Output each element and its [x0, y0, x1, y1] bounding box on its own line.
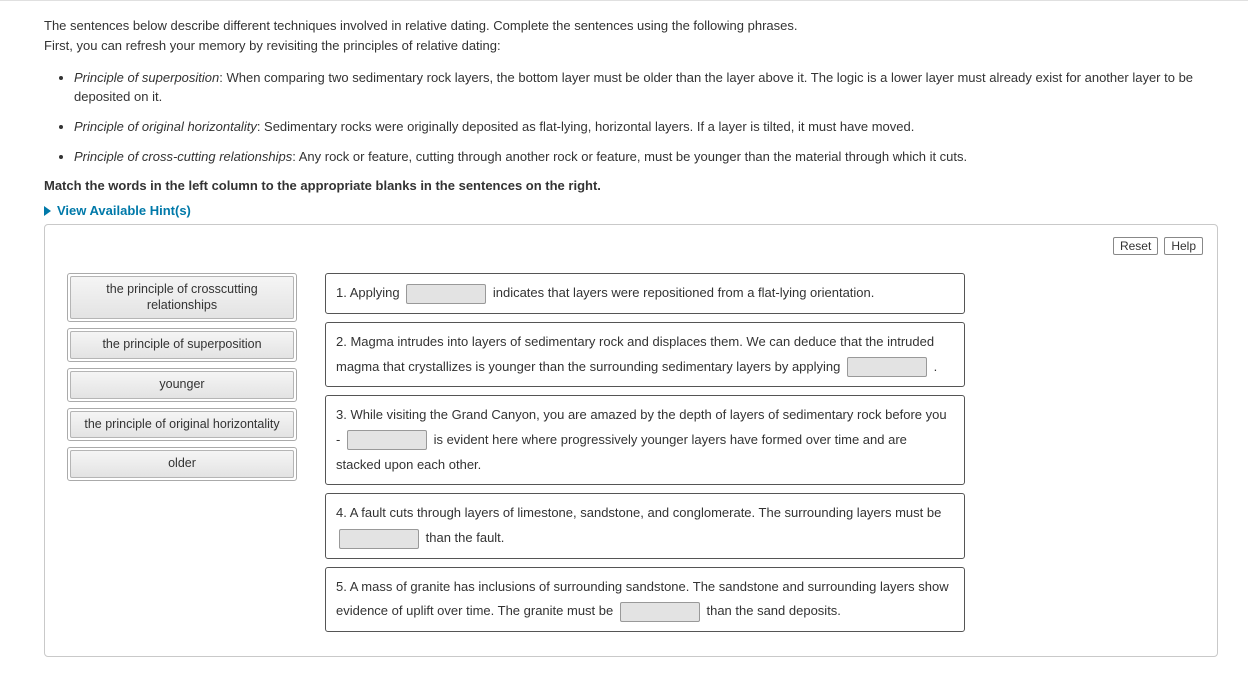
word-frame: the principle of crosscutting relationsh… — [67, 273, 297, 322]
word-chip-younger[interactable]: younger — [70, 371, 294, 399]
principles-list: Principle of superposition: When compari… — [44, 69, 1218, 166]
caret-right-icon — [44, 206, 51, 216]
principle-item: Principle of cross-cutting relationships… — [74, 148, 1218, 166]
work-area: Reset Help the principle of crosscutting… — [44, 224, 1218, 657]
principle-desc: : When comparing two sedimentary rock la… — [74, 70, 1193, 103]
intro-text: The sentences below describe different t… — [44, 17, 1218, 55]
page: The sentences below describe different t… — [0, 0, 1248, 687]
sentence-1: 1. Applying indicates that layers were r… — [325, 273, 965, 314]
sentences: 1. Applying indicates that layers were r… — [325, 273, 965, 632]
principle-name: Principle of superposition — [74, 70, 219, 85]
principle-desc: : Any rock or feature, cutting through a… — [292, 149, 967, 164]
word-bank: the principle of crosscutting relationsh… — [67, 273, 297, 481]
intro-line-2: First, you can refresh your memory by re… — [44, 37, 1218, 55]
word-frame: older — [67, 447, 297, 481]
word-chip-superposition[interactable]: the principle of superposition — [70, 331, 294, 359]
hints-label: View Available Hint(s) — [57, 203, 191, 218]
match-instruction: Match the words in the left column to th… — [44, 178, 1218, 193]
blank-drop-3[interactable] — [347, 430, 427, 450]
sentence-3: 3. While visiting the Grand Canyon, you … — [325, 395, 965, 485]
sentence-text: 2. Magma intrudes into layers of sedimen… — [336, 334, 934, 374]
sentence-text: indicates that layers were repositioned … — [493, 285, 875, 300]
word-frame: younger — [67, 368, 297, 402]
word-frame: the principle of superposition — [67, 328, 297, 362]
sentence-2: 2. Magma intrudes into layers of sedimen… — [325, 322, 965, 387]
principle-name: Principle of cross-cutting relationships — [74, 149, 292, 164]
sentence-text: 4. A fault cuts through layers of limest… — [336, 505, 941, 520]
sentence-text: than the fault. — [426, 530, 505, 545]
word-chip-older[interactable]: older — [70, 450, 294, 478]
sentence-text: . — [934, 359, 938, 374]
view-hints-link[interactable]: View Available Hint(s) — [44, 203, 191, 218]
word-chip-crosscutting[interactable]: the principle of crosscutting relationsh… — [70, 276, 294, 319]
principle-item: Principle of original horizontality: Sed… — [74, 118, 1218, 136]
blank-drop-1[interactable] — [406, 284, 486, 304]
intro-line-1: The sentences below describe different t… — [44, 17, 1218, 35]
sentence-4: 4. A fault cuts through layers of limest… — [325, 493, 965, 558]
toolbar: Reset Help — [59, 237, 1203, 255]
blank-drop-5[interactable] — [620, 602, 700, 622]
principle-name: Principle of original horizontality — [74, 119, 257, 134]
blank-drop-4[interactable] — [339, 529, 419, 549]
word-frame: the principle of original horizontality — [67, 408, 297, 442]
sentence-text: 1. Applying — [336, 285, 403, 300]
blank-drop-2[interactable] — [847, 357, 927, 377]
principle-item: Principle of superposition: When compari… — [74, 69, 1218, 105]
reset-button[interactable]: Reset — [1113, 237, 1158, 255]
principle-desc: : Sedimentary rocks were originally depo… — [257, 119, 915, 134]
sentence-5: 5. A mass of granite has inclusions of s… — [325, 567, 965, 632]
word-chip-horizontality[interactable]: the principle of original horizontality — [70, 411, 294, 439]
help-button[interactable]: Help — [1164, 237, 1203, 255]
columns: the principle of crosscutting relationsh… — [59, 273, 1203, 632]
sentence-text: than the sand deposits. — [706, 603, 840, 618]
